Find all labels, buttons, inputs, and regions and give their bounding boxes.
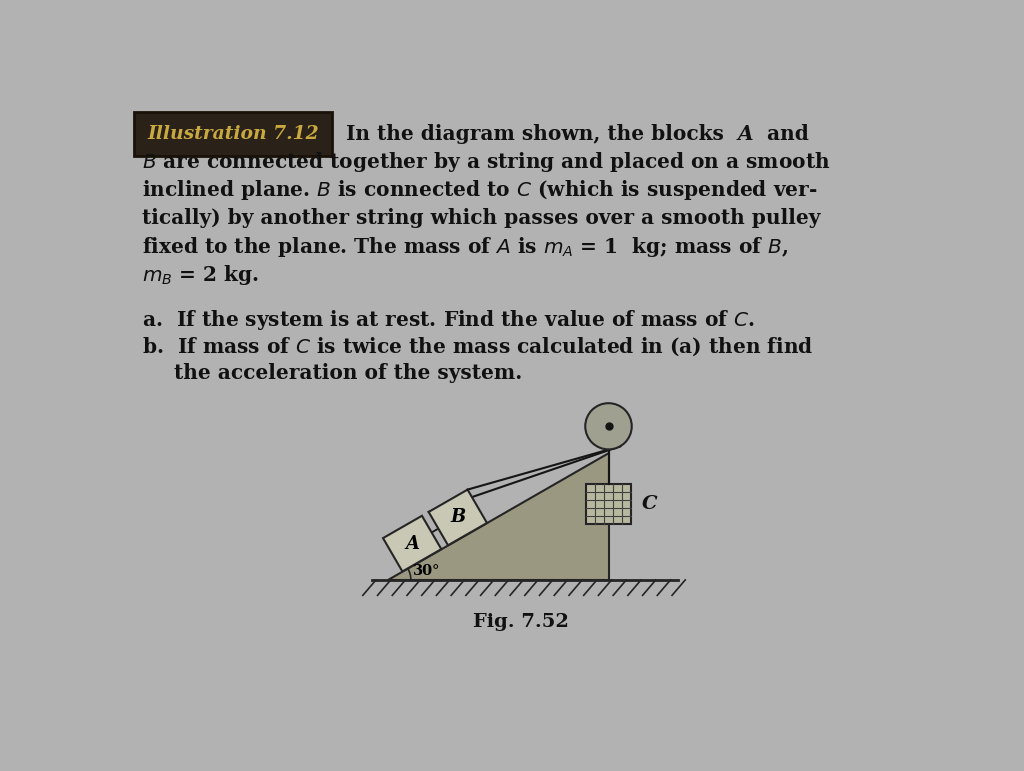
Text: tically) by another string which passes over a smooth pulley: tically) by another string which passes … — [142, 208, 820, 228]
Text: the acceleration of the system.: the acceleration of the system. — [174, 363, 522, 383]
Text: inclined plane. $B$ is connected to $C$ (which is suspended ver-: inclined plane. $B$ is connected to $C$ … — [142, 178, 817, 202]
Text: C: C — [642, 495, 657, 513]
Circle shape — [586, 403, 632, 449]
FancyBboxPatch shape — [134, 112, 332, 157]
Polygon shape — [383, 516, 441, 571]
Text: $m_B$ = 2 kg.: $m_B$ = 2 kg. — [142, 263, 259, 287]
Text: $B$ are connected together by a string and placed on a smooth: $B$ are connected together by a string a… — [142, 150, 830, 174]
Bar — [586, 484, 631, 524]
Text: b.  If mass of $C$ is twice the mass calculated in (a) then find: b. If mass of $C$ is twice the mass calc… — [142, 335, 813, 358]
Text: In the diagram shown, the blocks: In the diagram shown, the blocks — [346, 124, 731, 144]
Polygon shape — [388, 453, 608, 580]
Text: 30°: 30° — [414, 564, 440, 577]
Text: B: B — [451, 508, 466, 527]
Text: A: A — [406, 534, 419, 553]
Text: a.  If the system is at rest. Find the value of mass of $C$.: a. If the system is at rest. Find the va… — [142, 308, 755, 332]
Text: A: A — [737, 124, 753, 144]
Text: fixed to the plane. The mass of $A$ is $m_A$ = 1  kg; mass of $B$,: fixed to the plane. The mass of $A$ is $… — [142, 234, 788, 258]
Text: Illustration 7.12: Illustration 7.12 — [147, 125, 318, 143]
Text: and: and — [761, 124, 809, 144]
Text: Fig. 7.52: Fig. 7.52 — [473, 613, 569, 631]
Polygon shape — [429, 490, 487, 545]
